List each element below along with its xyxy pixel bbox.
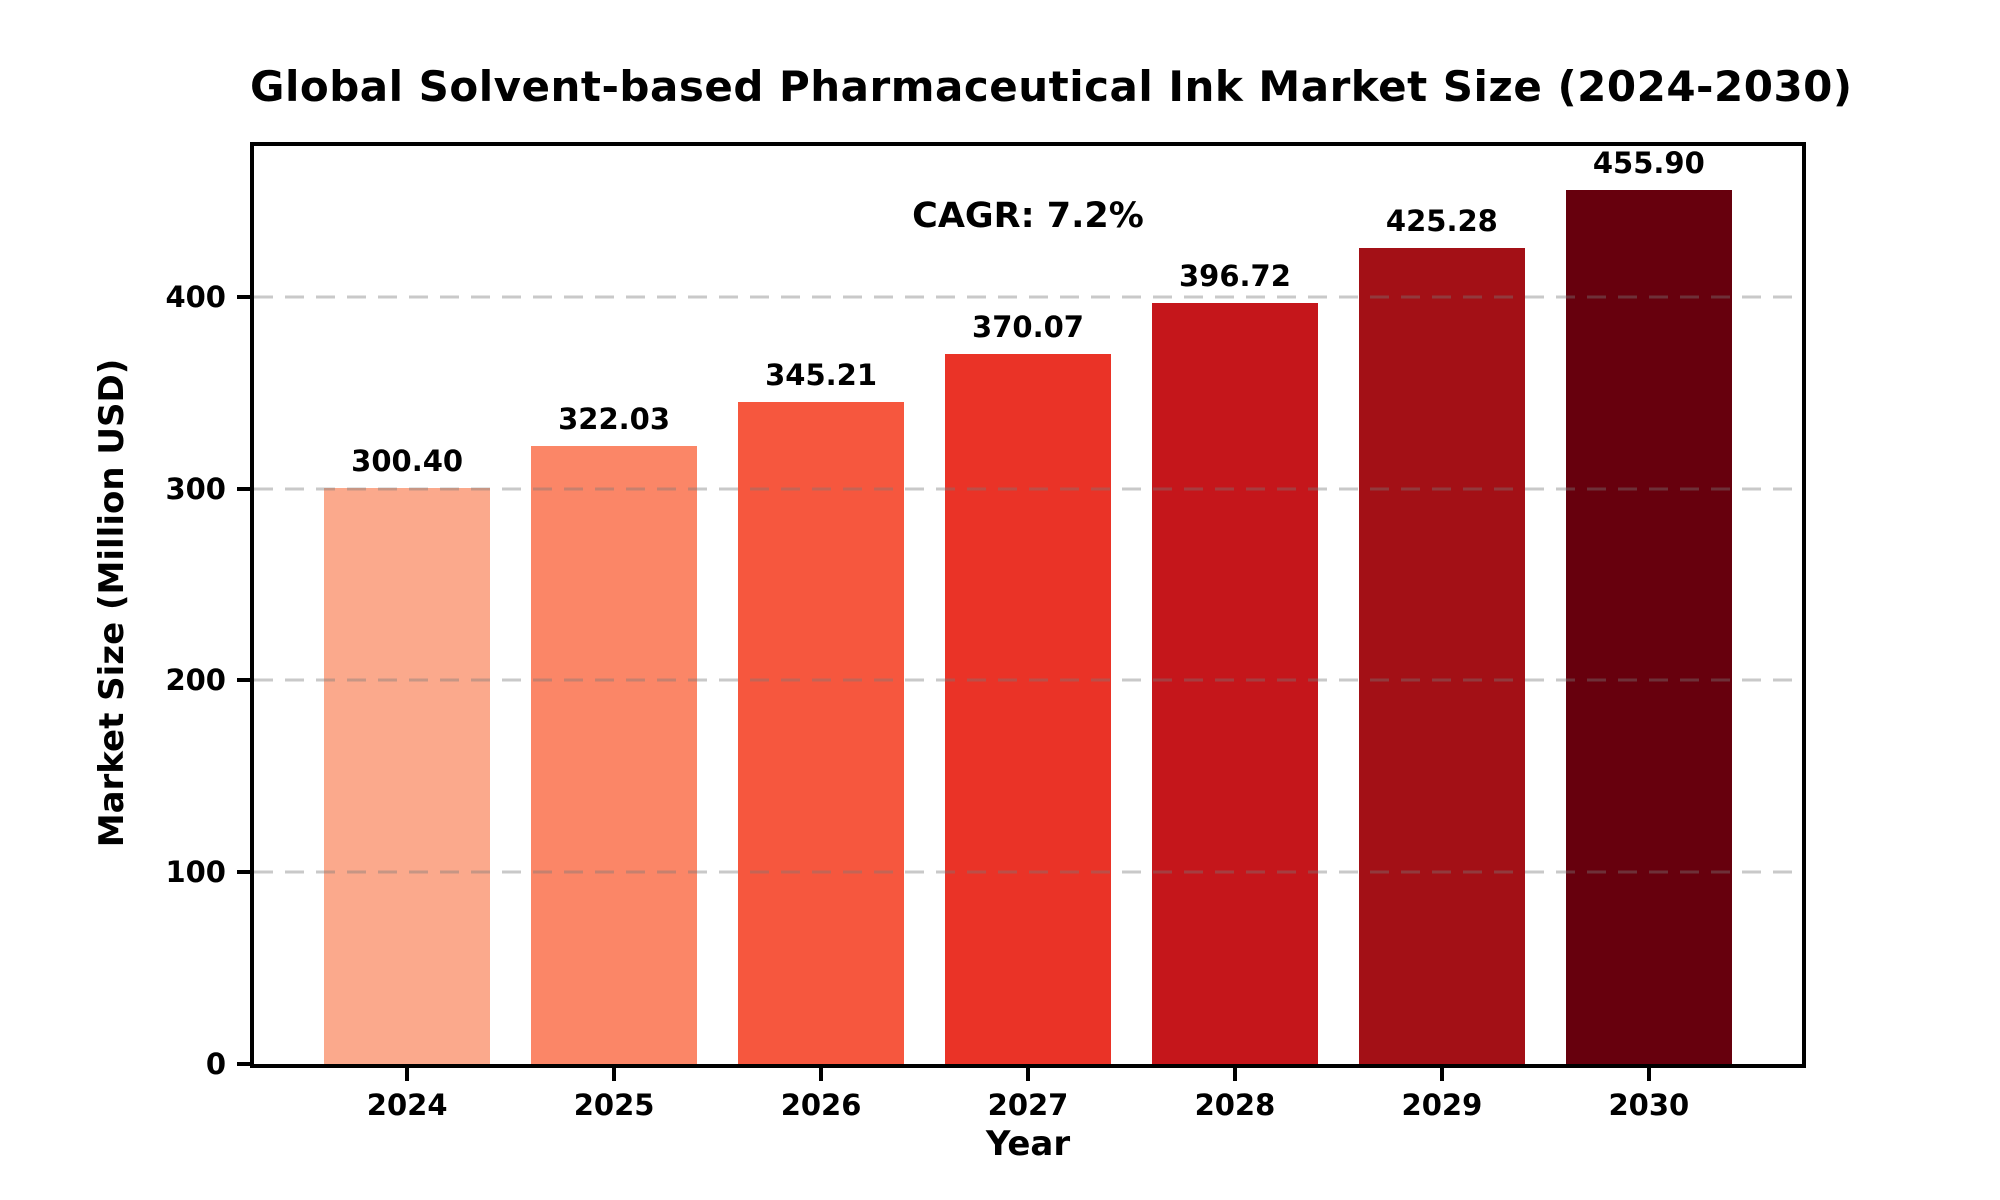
bar-value-label-2025: 322.03 (558, 402, 671, 437)
y-axis: 0 100 200 300 400 (0, 146, 250, 1081)
x-tick-mark-2024 (405, 1068, 410, 1081)
y-tick-mark-400 (237, 294, 250, 299)
x-tick-mark-2028 (1232, 1068, 1237, 1081)
gridline-y-400 (254, 295, 1802, 299)
bar-2030 (1566, 189, 1732, 1064)
bar-2026 (738, 402, 904, 1064)
y-tick-mark-100 (237, 870, 250, 875)
x-axis-label: Year (985, 1124, 1071, 1164)
x-tick-label-2025: 2025 (573, 1088, 655, 1122)
y-tick-label-100: 100 (165, 855, 226, 890)
cagr-annotation: CAGR: 7.2% (912, 196, 1144, 236)
y-tick-mark-300 (237, 486, 250, 491)
bar-2025 (531, 446, 697, 1064)
bar-value-label-2028: 396.72 (1178, 259, 1291, 294)
gridline-y-300 (254, 487, 1802, 491)
bar-2024 (324, 487, 490, 1064)
bar-2028 (1152, 303, 1318, 1064)
chart-title: Global Solvent-based Pharmaceutical Ink … (250, 62, 1853, 111)
y-tick-label-400: 400 (165, 279, 226, 314)
bar-2027 (945, 354, 1111, 1064)
bar-value-label-2027: 370.07 (972, 310, 1084, 345)
x-tick-label-2029: 2029 (1401, 1088, 1483, 1122)
y-tick-mark-200 (237, 678, 250, 683)
x-tick-mark-2029 (1439, 1068, 1444, 1081)
bar-2029 (1359, 248, 1525, 1064)
x-axis: 2024 2025 2026 2027 2028 2029 2030 (254, 1068, 1802, 1148)
bar-value-label-2030: 455.90 (1592, 145, 1705, 180)
bar-value-label-2029: 425.28 (1385, 204, 1498, 239)
plot-area: CAGR: 7.2% 300.40 322.03 345.21 370.07 396.7… (250, 142, 1806, 1068)
x-tick-mark-2025 (612, 1068, 617, 1081)
gridline-y-100 (254, 870, 1802, 874)
y-tick-label-300: 300 (165, 471, 226, 506)
x-tick-label-2026: 2026 (780, 1088, 862, 1122)
x-tick-label-2028: 2028 (1194, 1088, 1276, 1122)
x-tick-mark-2026 (819, 1068, 824, 1081)
gridline-y-200 (254, 678, 1802, 682)
bar-value-label-2024: 300.40 (351, 443, 464, 478)
x-tick-mark-2030 (1646, 1068, 1651, 1081)
x-tick-label-2027: 2027 (987, 1088, 1069, 1122)
bar-value-label-2026: 345.21 (765, 358, 878, 392)
y-tick-label-200: 200 (165, 663, 226, 698)
y-tick-mark-0 (237, 1062, 250, 1066)
y-tick-label-0: 0 (205, 1047, 226, 1081)
x-tick-label-2024: 2024 (366, 1088, 448, 1122)
x-tick-label-2030: 2030 (1608, 1088, 1690, 1122)
x-tick-mark-2027 (1026, 1068, 1030, 1081)
